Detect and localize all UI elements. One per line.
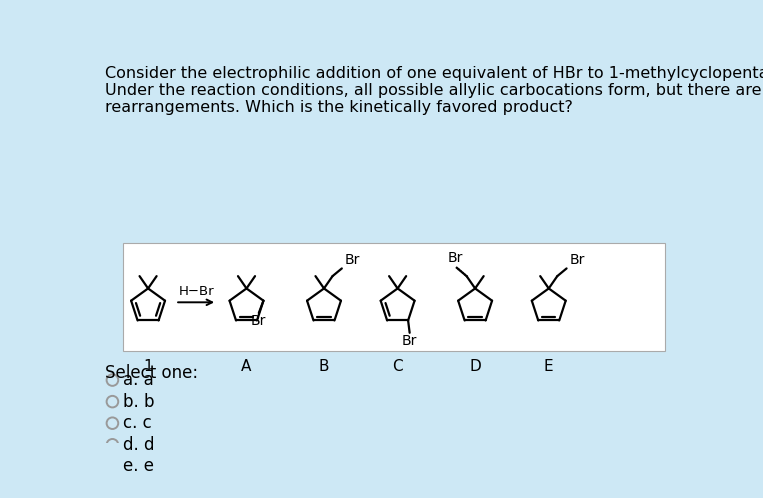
Text: 1: 1 <box>143 359 153 374</box>
Text: C: C <box>392 359 403 374</box>
Text: c. c: c. c <box>124 414 152 432</box>
Text: Br: Br <box>251 314 266 328</box>
Text: Select one:: Select one: <box>105 364 198 382</box>
Text: B: B <box>319 359 330 374</box>
Text: d. d: d. d <box>124 436 155 454</box>
Text: Under the reaction conditions, all possible allylic carbocations form, but there: Under the reaction conditions, all possi… <box>105 83 763 98</box>
Text: Br: Br <box>402 334 417 348</box>
Text: E: E <box>544 359 554 374</box>
Text: Consider the electrophilic addition of one equivalent of HBr to 1-methylcyclopen: Consider the electrophilic addition of o… <box>105 66 763 81</box>
Text: Br: Br <box>448 251 463 265</box>
Text: e. e: e. e <box>124 457 154 475</box>
Text: Br: Br <box>570 253 585 267</box>
Text: b. b: b. b <box>124 392 155 411</box>
Text: A: A <box>241 359 252 374</box>
FancyBboxPatch shape <box>123 243 665 351</box>
Text: rearrangements. Which is the kinetically favored product?: rearrangements. Which is the kinetically… <box>105 100 572 115</box>
Text: H−Br: H−Br <box>179 285 214 298</box>
Text: a. a: a. a <box>124 371 154 389</box>
Text: D: D <box>469 359 481 374</box>
Text: Br: Br <box>345 253 360 267</box>
